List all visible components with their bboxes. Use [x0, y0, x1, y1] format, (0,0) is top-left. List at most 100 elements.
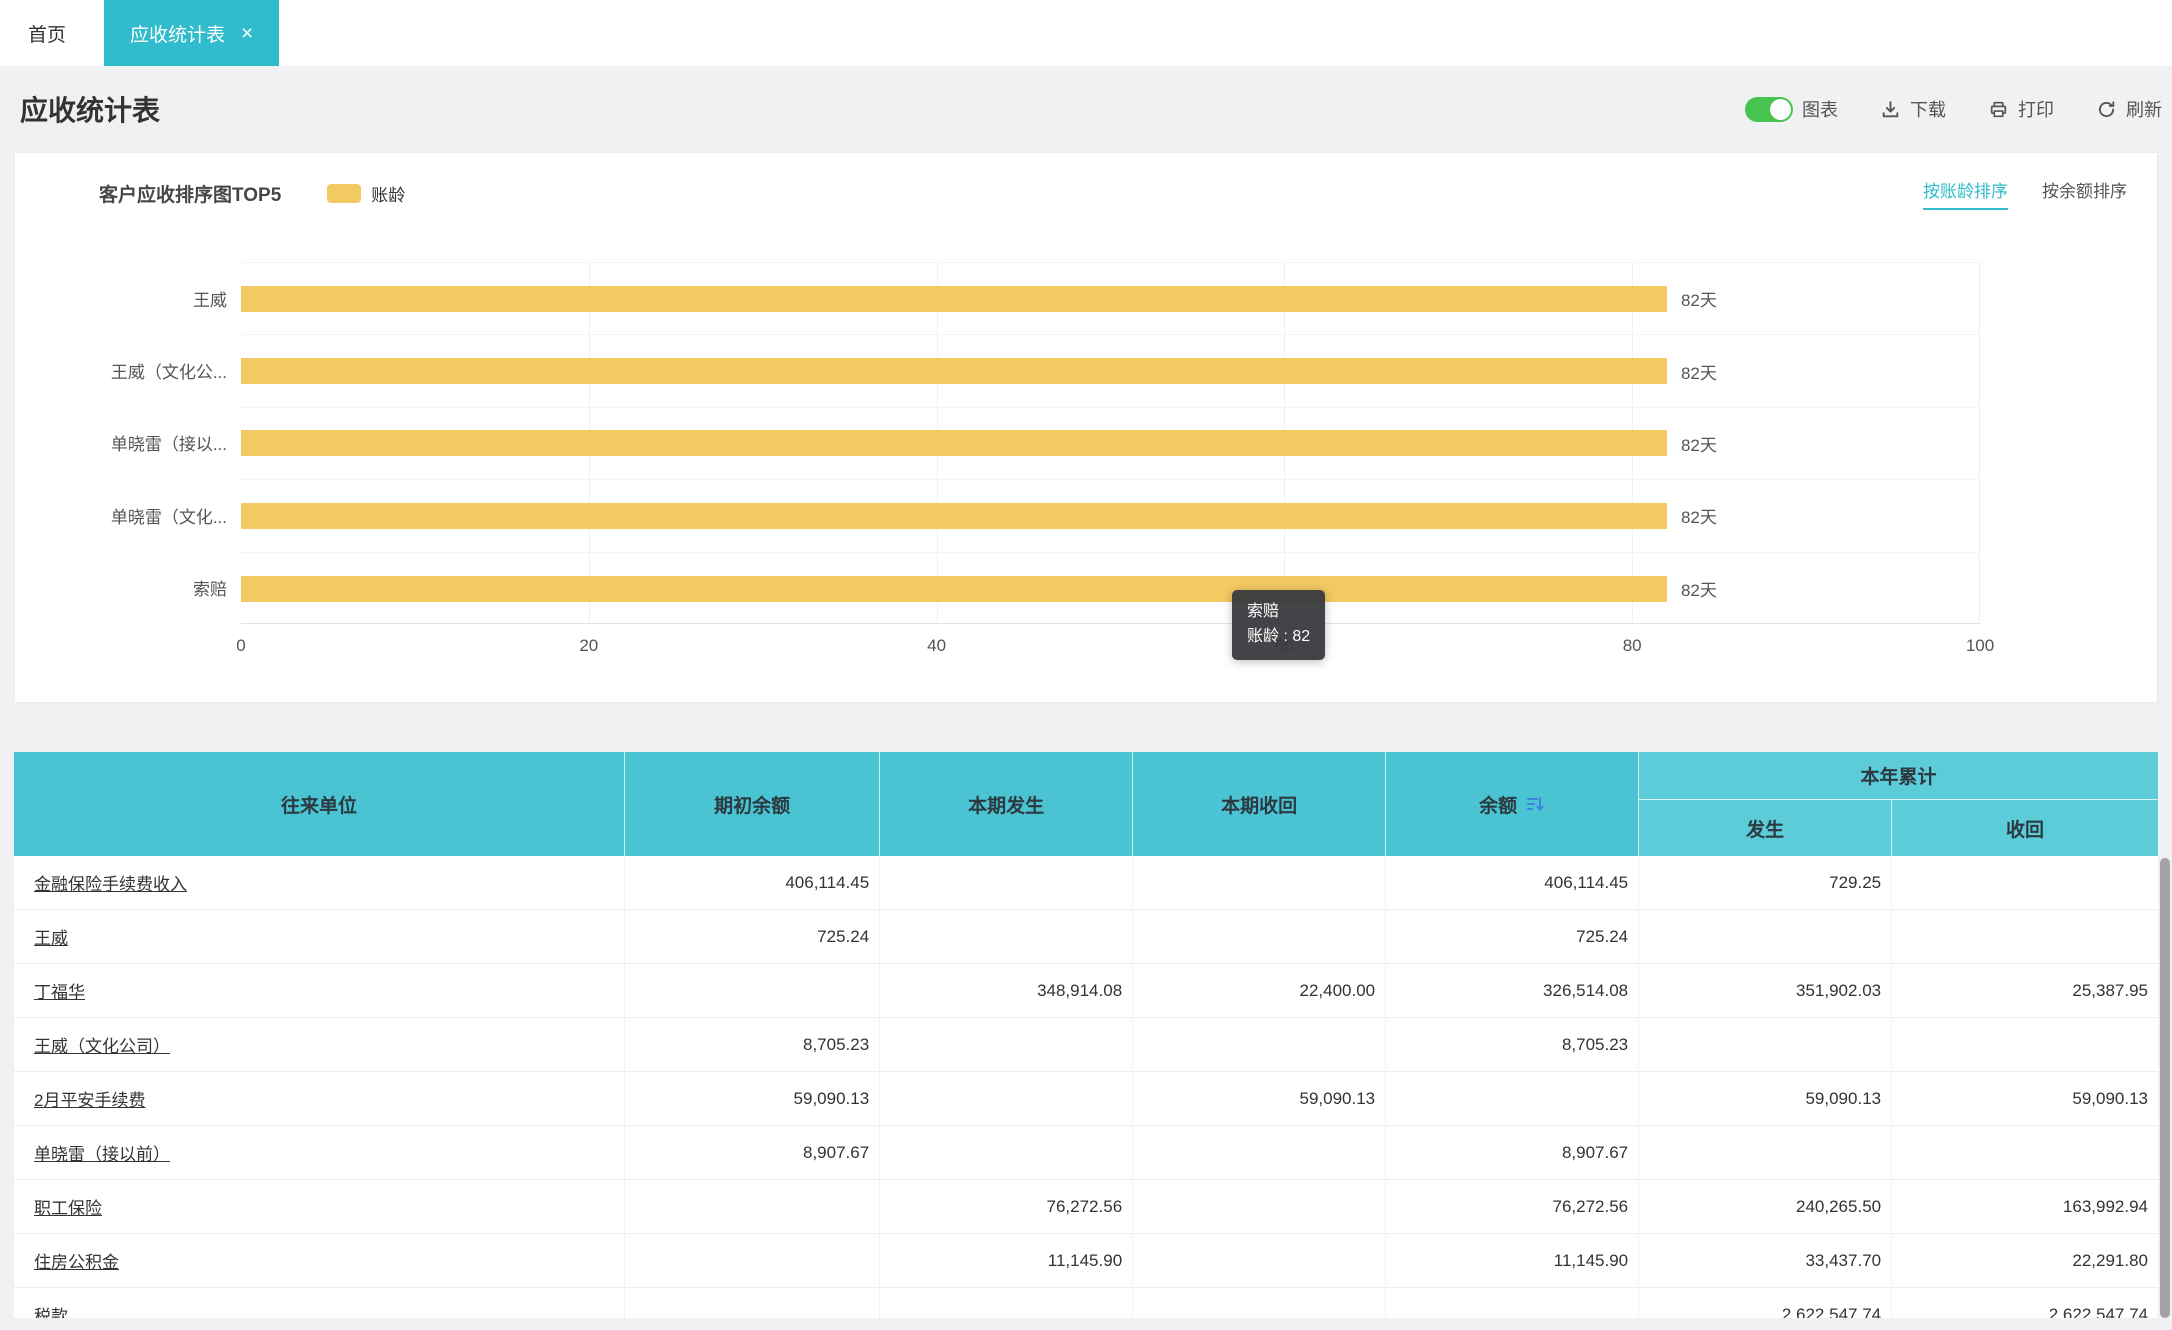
partner-link[interactable]: 税款 [34, 1307, 68, 1318]
bar-row: 82天 [241, 408, 1980, 481]
cell-year-received: 163,992.94 [1892, 1180, 2158, 1234]
cell-partner: 2月平安手续费 [14, 1072, 626, 1126]
cell-balance [1386, 1288, 1640, 1318]
cell-year-occurred: 2,622,547.74 [1639, 1288, 1893, 1318]
sort-by-aging-link[interactable]: 按账龄排序 [1923, 177, 2008, 210]
chart-toggle-label: 图表 [1802, 100, 1838, 120]
bar-value-label: 82天 [1680, 291, 1717, 311]
aging-bar[interactable] [241, 430, 1667, 457]
sort-by-balance-link[interactable]: 按余额排序 [2042, 182, 2127, 201]
chart-x-axis: 020406080100 [236, 624, 1994, 664]
cell-year-occurred [1639, 1018, 1893, 1072]
print-button[interactable]: 打印 [1988, 96, 2054, 122]
cell-year-received [1892, 910, 2158, 964]
col-opening-balance: 期初余额 [625, 752, 881, 856]
cell-period-received [1133, 856, 1387, 910]
cell-balance: 725.24 [1386, 910, 1640, 964]
chart-toggle-group: 图表 [1745, 96, 1838, 122]
tooltip-title: 索赔 [1247, 603, 1280, 620]
receivable-table: 往来单位 期初余额 本期发生 本期收回 余额 本年累计 发生 收回 [14, 752, 2158, 1318]
partner-link[interactable]: 2月平安手续费 [34, 1091, 146, 1110]
aging-bar[interactable] [241, 285, 1667, 312]
vertical-scrollbar-thumb[interactable] [2160, 858, 2170, 1318]
refresh-label: 刷新 [2126, 100, 2162, 120]
cell-partner: 税款 [14, 1288, 626, 1318]
balance-sort-icon[interactable] [1525, 794, 1545, 814]
cell-year-received [1892, 856, 2158, 910]
cell-period-received [1133, 910, 1387, 964]
aging-bar[interactable] [241, 502, 1667, 529]
category-label: 索赔 [193, 580, 227, 600]
cell-partner: 金融保险手续费收入 [14, 856, 626, 910]
category-label: 王威（文化公... [110, 363, 227, 383]
cell-year-received: 59,090.13 [1892, 1072, 2158, 1126]
cell-opening-balance [625, 1288, 881, 1318]
cell-year-occurred: 33,437.70 [1639, 1234, 1893, 1288]
cell-period-received [1133, 1234, 1387, 1288]
tooltip-value: 账龄 : 82 [1247, 627, 1311, 645]
cell-year-occurred [1639, 1126, 1893, 1180]
aging-bar[interactable] [241, 358, 1667, 385]
col-year-occurred: 发生 [1639, 800, 1893, 856]
tab-receivable-report[interactable]: 应收统计表 × [104, 0, 280, 66]
download-label: 下载 [1910, 100, 1946, 120]
cell-period-occurred: 11,145.90 [880, 1234, 1134, 1288]
cell-year-occurred: 351,902.03 [1639, 964, 1893, 1018]
refresh-icon [2098, 100, 2115, 117]
tab-receivable-label: 应收统计表 [130, 24, 226, 46]
col-balance: 余额 [1386, 752, 1640, 856]
tab-home-label: 首页 [28, 24, 67, 46]
partner-link[interactable]: 住房公积金 [34, 1253, 119, 1272]
cell-year-occurred [1639, 910, 1893, 964]
tab-home[interactable]: 首页 [0, 0, 94, 66]
bar-value-label: 82天 [1680, 508, 1717, 528]
partner-link[interactable]: 丁福华 [34, 983, 85, 1002]
cell-balance: 406,114.45 [1386, 856, 1640, 910]
tab-bar: 首页 应收统计表 × [0, 0, 2172, 66]
cell-period-occurred [880, 1018, 1134, 1072]
cell-opening-balance: 406,114.45 [625, 856, 881, 910]
chart-y-axis: 王威王威（文化公... 单晓雷（接以... 单晓雷（文化... 索赔 [15, 262, 227, 624]
cell-opening-balance [625, 964, 881, 1018]
cell-balance: 326,514.08 [1386, 964, 1640, 1018]
cell-year-occurred: 240,265.50 [1639, 1180, 1893, 1234]
col-year-total: 本年累计 [1639, 752, 2158, 800]
print-label: 打印 [2018, 100, 2054, 120]
download-button[interactable]: 下载 [1880, 96, 1946, 122]
cell-balance: 76,272.56 [1386, 1180, 1640, 1234]
chart-sort-options: 按账龄排序 按余额排序 [1923, 177, 2127, 210]
cell-period-received: 22,400.00 [1133, 964, 1387, 1018]
col-year-received: 收回 [1892, 800, 2158, 856]
cell-balance: 8,705.23 [1386, 1018, 1640, 1072]
col-partner: 往来单位 [14, 752, 626, 856]
close-icon[interactable]: × [241, 21, 254, 45]
print-icon [1990, 101, 2007, 117]
cell-period-occurred [880, 1072, 1134, 1126]
partner-link[interactable]: 单晓雷（接以前） [34, 1145, 170, 1164]
cell-partner: 住房公积金 [14, 1234, 626, 1288]
partner-link[interactable]: 王威（文化公司） [34, 1037, 170, 1056]
cell-partner: 丁福华 [14, 964, 626, 1018]
aging-bar[interactable] [241, 575, 1667, 602]
category-label: 王威 [193, 290, 227, 310]
cell-opening-balance [625, 1180, 881, 1234]
category-label: 单晓雷（文化... [110, 507, 227, 527]
chart-toggle-switch[interactable] [1745, 96, 1793, 122]
cell-year-occurred: 59,090.13 [1639, 1072, 1893, 1126]
cell-year-occurred: 729.25 [1639, 856, 1893, 910]
table-row: 单晓雷（接以前） 8,907.67 8,907.67 [14, 1126, 2158, 1180]
cell-balance: 11,145.90 [1386, 1234, 1640, 1288]
chart-card: 客户应收排序图TOP5 账龄 按账龄排序 按余额排序 王威 王威（文化公... 单晓… [14, 152, 2158, 703]
category-label: 单晓雷（接以... [110, 435, 227, 455]
cell-period-occurred [880, 1288, 1134, 1318]
partner-link[interactable]: 职工保险 [34, 1199, 102, 1218]
cell-partner: 王威（文化公司） [14, 1018, 626, 1072]
table-row: 金融保险手续费收入 406,114.45 406,114.45 729.25 [14, 856, 2158, 910]
partner-link[interactable]: 王威 [34, 929, 68, 948]
col-period-occurred: 本期发生 [880, 752, 1134, 856]
refresh-button[interactable]: 刷新 [2096, 96, 2162, 122]
legend-item-aging[interactable]: 账龄 [327, 181, 405, 206]
col-balance-label: 余额 [1479, 795, 1518, 817]
partner-link[interactable]: 金融保险手续费收入 [34, 875, 187, 894]
x-tick-label: 20 [579, 636, 599, 655]
